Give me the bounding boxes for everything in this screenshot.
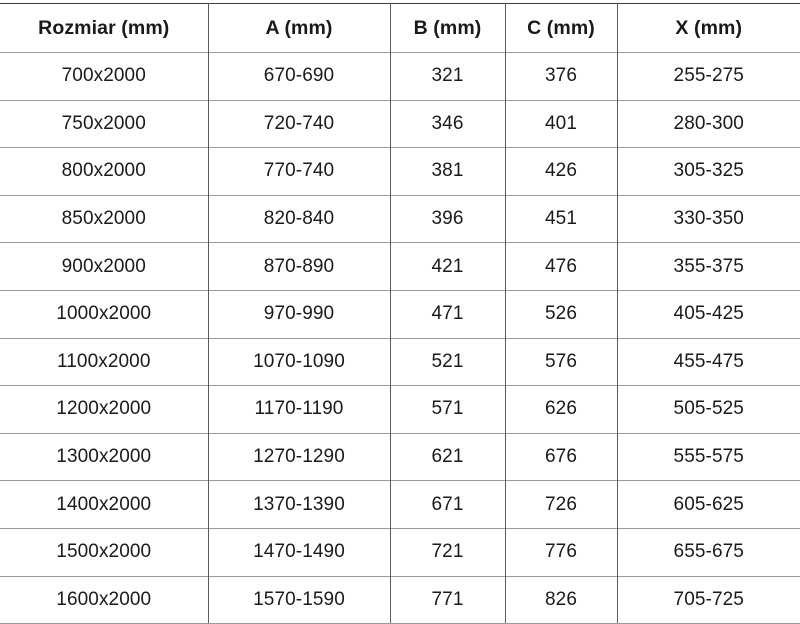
cell-c: 626: [505, 385, 618, 434]
cell-a: 970-990: [208, 289, 391, 339]
column-header-b: B (mm): [390, 3, 506, 53]
table-header-row: Rozmiar (mm) A (mm) B (mm) C (mm) X (mm): [0, 3, 800, 53]
cell-c: 426: [505, 147, 618, 196]
cell-a: 670-690: [208, 52, 391, 101]
cell-x: 330-350: [617, 194, 800, 243]
table-row: 1000x2000 970-990 471 526 405-425: [0, 289, 800, 339]
table-row: 1200x2000 1170-1190 571 626 505-525: [0, 385, 800, 434]
cell-x: 555-575: [617, 432, 800, 481]
cell-x: 455-475: [617, 337, 800, 386]
cell-a: 1270-1290: [208, 432, 391, 481]
cell-b: 421: [390, 242, 506, 291]
cell-a: 1370-1390: [208, 480, 391, 529]
cell-a: 820-840: [208, 194, 391, 243]
cell-b: 321: [390, 52, 506, 101]
cell-size: 1100x2000: [0, 337, 209, 386]
cell-c: 676: [505, 432, 618, 481]
cell-x: 505-525: [617, 385, 800, 434]
table-body: 700x2000 670-690 321 376 255-275 750x200…: [0, 52, 800, 624]
cell-x: 605-625: [617, 480, 800, 529]
table-row: 1400x2000 1370-1390 671 726 605-625: [0, 480, 800, 529]
table-row: 1300x2000 1270-1290 621 676 555-575: [0, 432, 800, 481]
column-header-size: Rozmiar (mm): [0, 3, 209, 53]
cell-b: 671: [390, 480, 506, 529]
cell-a: 770-740: [208, 147, 391, 196]
cell-b: 621: [390, 432, 506, 481]
cell-c: 576: [505, 337, 618, 386]
cell-x: 705-725: [617, 575, 800, 624]
dimension-table: Rozmiar (mm) A (mm) B (mm) C (mm) X (mm)…: [0, 3, 800, 624]
cell-size: 1600x2000: [0, 575, 209, 624]
table-row: 900x2000 870-890 421 476 355-375: [0, 242, 800, 291]
cell-x: 255-275: [617, 52, 800, 101]
cell-c: 401: [505, 99, 618, 148]
cell-a: 1170-1190: [208, 385, 391, 434]
cell-size: 1400x2000: [0, 480, 209, 529]
cell-a: 1570-1590: [208, 575, 391, 624]
cell-c: 826: [505, 575, 618, 624]
cell-size: 1000x2000: [0, 289, 209, 339]
cell-x: 280-300: [617, 99, 800, 148]
table-header: Rozmiar (mm) A (mm) B (mm) C (mm) X (mm): [0, 3, 800, 53]
cell-size: 750x2000: [0, 99, 209, 148]
cell-b: 771: [390, 575, 506, 624]
table-row: 850x2000 820-840 396 451 330-350: [0, 194, 800, 243]
cell-size: 850x2000: [0, 194, 209, 243]
cell-b: 396: [390, 194, 506, 243]
table-row: 700x2000 670-690 321 376 255-275: [0, 52, 800, 101]
column-header-x: X (mm): [617, 3, 800, 53]
cell-a: 720-740: [208, 99, 391, 148]
cell-x: 355-375: [617, 242, 800, 291]
cell-c: 451: [505, 194, 618, 243]
column-header-c: C (mm): [505, 3, 618, 53]
cell-b: 721: [390, 527, 506, 577]
cell-b: 346: [390, 99, 506, 148]
table-row: 1100x2000 1070-1090 521 576 455-475: [0, 337, 800, 386]
cell-b: 471: [390, 289, 506, 339]
cell-c: 376: [505, 52, 618, 101]
cell-b: 521: [390, 337, 506, 386]
cell-size: 1200x2000: [0, 385, 209, 434]
cell-x: 305-325: [617, 147, 800, 196]
cell-b: 381: [390, 147, 506, 196]
table-row: 1500x2000 1470-1490 721 776 655-675: [0, 527, 800, 577]
cell-c: 726: [505, 480, 618, 529]
table-row: 1600x2000 1570-1590 771 826 705-725: [0, 575, 800, 624]
cell-size: 1300x2000: [0, 432, 209, 481]
cell-x: 655-675: [617, 527, 800, 577]
cell-x: 405-425: [617, 289, 800, 339]
cell-size: 800x2000: [0, 147, 209, 196]
cell-c: 776: [505, 527, 618, 577]
cell-a: 1070-1090: [208, 337, 391, 386]
column-header-a: A (mm): [208, 3, 391, 53]
cell-a: 1470-1490: [208, 527, 391, 577]
cell-a: 870-890: [208, 242, 391, 291]
table-row: 750x2000 720-740 346 401 280-300: [0, 99, 800, 148]
cell-size: 1500x2000: [0, 527, 209, 577]
cell-size: 700x2000: [0, 52, 209, 101]
table-row: 800x2000 770-740 381 426 305-325: [0, 147, 800, 196]
cell-c: 476: [505, 242, 618, 291]
cell-size: 900x2000: [0, 242, 209, 291]
cell-c: 526: [505, 289, 618, 339]
cell-b: 571: [390, 385, 506, 434]
